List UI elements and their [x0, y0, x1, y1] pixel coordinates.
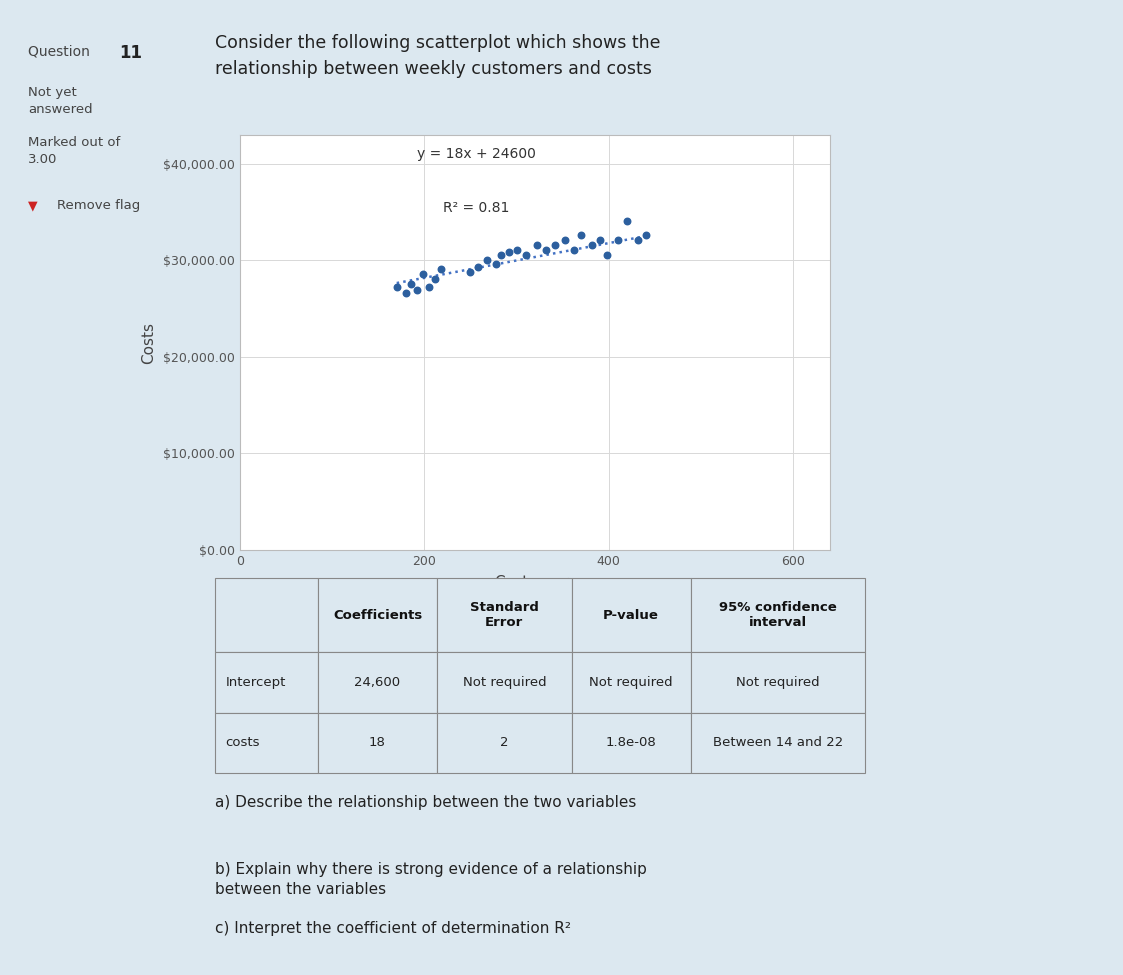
Point [637, 227, 655, 243]
Text: Remove flag: Remove flag [56, 199, 140, 213]
Text: R² = 0.81: R² = 0.81 [442, 202, 509, 215]
Point [546, 237, 564, 253]
Point [432, 261, 450, 277]
Y-axis label: Costs: Costs [141, 322, 156, 364]
Point [591, 232, 609, 248]
Point [500, 244, 518, 259]
Point [492, 247, 510, 262]
Point [413, 266, 431, 282]
Point [420, 279, 438, 294]
Point [402, 276, 420, 292]
X-axis label: Customers: Customers [494, 575, 576, 590]
Point [478, 252, 496, 267]
Point [487, 256, 505, 272]
Point [508, 242, 526, 257]
Point [387, 280, 405, 295]
Point [583, 237, 601, 253]
Text: Marked out of
3.00: Marked out of 3.00 [28, 136, 120, 166]
Point [517, 247, 535, 262]
Point [537, 242, 555, 257]
Text: Consider the following scatterplot which shows the
relationship between weekly c: Consider the following scatterplot which… [214, 34, 660, 77]
Text: a) Describe the relationship between the two variables: a) Describe the relationship between the… [214, 796, 637, 810]
Text: ▼: ▼ [28, 199, 37, 213]
Text: Question: Question [28, 44, 94, 58]
Point [609, 232, 627, 248]
Text: 11: 11 [119, 44, 141, 62]
Text: Not yet
answered: Not yet answered [28, 87, 92, 116]
Point [618, 214, 636, 229]
Point [462, 264, 480, 280]
Point [396, 286, 414, 301]
Text: b) Explain why there is strong evidence of a relationship
between the variables: b) Explain why there is strong evidence … [214, 862, 647, 897]
Point [565, 242, 583, 257]
Point [528, 237, 546, 253]
Text: y = 18x + 24600: y = 18x + 24600 [417, 147, 536, 162]
Text: c) Interpret the coefficient of determination R²: c) Interpret the coefficient of determin… [214, 921, 570, 936]
Point [469, 259, 487, 275]
Point [556, 232, 574, 248]
Point [597, 247, 615, 262]
Point [572, 227, 590, 243]
Point [427, 271, 445, 287]
Point [629, 232, 647, 248]
Point [408, 283, 426, 298]
